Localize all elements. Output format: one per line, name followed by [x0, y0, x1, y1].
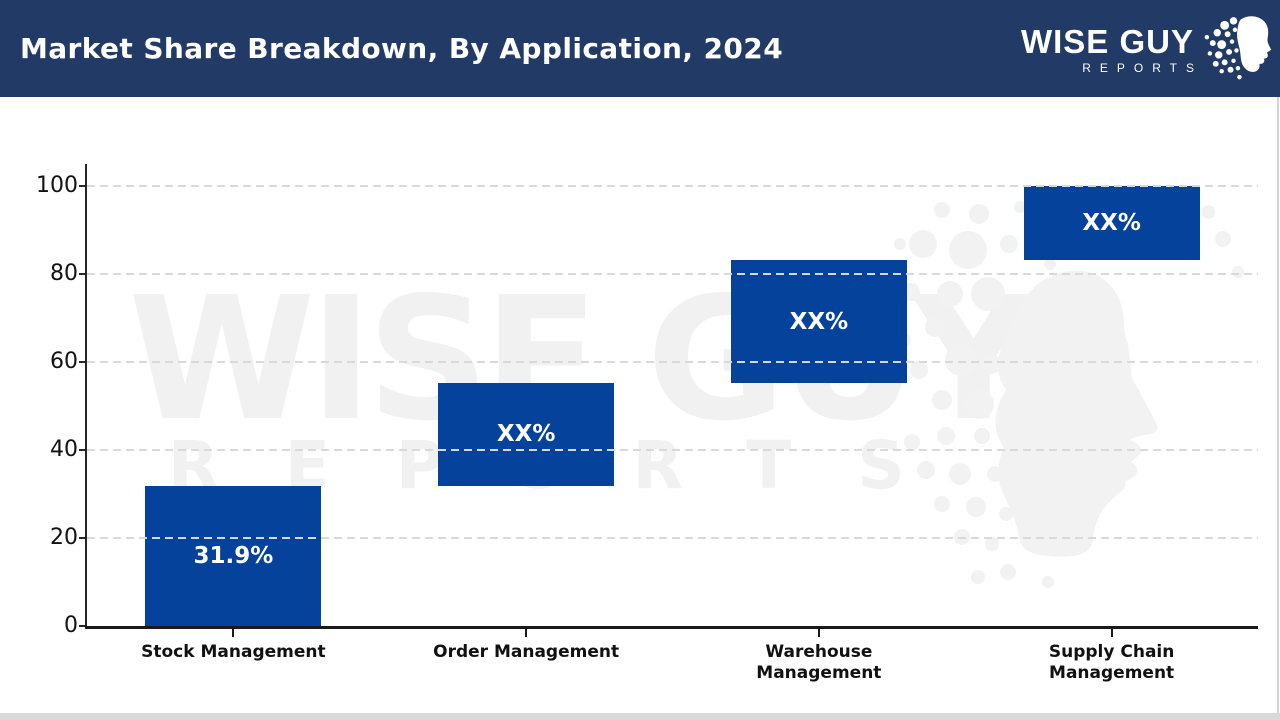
page-title: Market Share Breakdown, By Application, …: [20, 32, 784, 65]
bar-value-label-stock-management: 31.9%: [193, 542, 274, 569]
bar-segment-stock-management: [145, 485, 322, 626]
y-tick-100: [79, 185, 87, 187]
bar-value-label-warehouse-management: XX%: [789, 308, 849, 335]
x-tick-label-warehouse-management: Warehouse Management: [756, 642, 882, 683]
y-tick-0: [79, 625, 87, 627]
y-tick-label-60: 60: [50, 349, 78, 374]
logo-subtext: REPORTS: [1082, 60, 1203, 75]
y-tick-label-20: 20: [50, 525, 78, 550]
x-tick-supply-chain-management: [1110, 629, 1113, 637]
x-tick-label-stock-management: Stock Management: [141, 642, 326, 662]
bar-segment-supply-chain-management: [1023, 186, 1200, 260]
x-tick-label-supply-chain-management: Supply Chain Management: [1048, 642, 1175, 683]
bar-value-label-order-management: XX%: [496, 421, 556, 448]
header-bar: Market Share Breakdown, By Application, …: [0, 0, 1280, 97]
y-tick-60: [79, 361, 87, 363]
y-tick-label-0: 0: [64, 613, 78, 638]
y-axis-line: [85, 164, 87, 629]
logo-wordmark: WISE GUY: [1020, 22, 1194, 60]
x-axis-line: [85, 626, 1258, 629]
x-tick-order-management: [525, 629, 528, 637]
y-tick-label-80: 80: [50, 261, 78, 286]
bar-value-label-supply-chain-management: XX%: [1082, 209, 1141, 236]
gridline-60: [87, 361, 1258, 363]
y-tick-80: [79, 273, 87, 275]
x-tick-stock-management: [232, 629, 235, 637]
y-tick-label-40: 40: [50, 437, 78, 462]
y-tick-20: [79, 537, 87, 539]
logo-text: WISE GUY REPORTS: [1021, 25, 1194, 74]
gridline-80: [87, 273, 1258, 275]
wiseguy-logo: WISE GUY REPORTS: [1021, 6, 1272, 92]
footer-strip: [0, 713, 1280, 720]
x-tick-label-order-management: Order Management: [433, 642, 620, 662]
y-tick-label-100: 100: [36, 173, 78, 198]
gridline-100: [87, 185, 1258, 187]
y-tick-40: [79, 449, 87, 451]
x-tick-warehouse-management: [817, 629, 820, 637]
chart-area: WISE GUY REPORTS 31.9%X: [0, 97, 1280, 713]
right-edge-line: [1277, 97, 1279, 713]
bar-segment-order-management: [438, 383, 615, 486]
gridline-20: [87, 537, 1258, 539]
gridline-40: [87, 449, 1258, 451]
logo-face-icon: [1204, 16, 1272, 80]
